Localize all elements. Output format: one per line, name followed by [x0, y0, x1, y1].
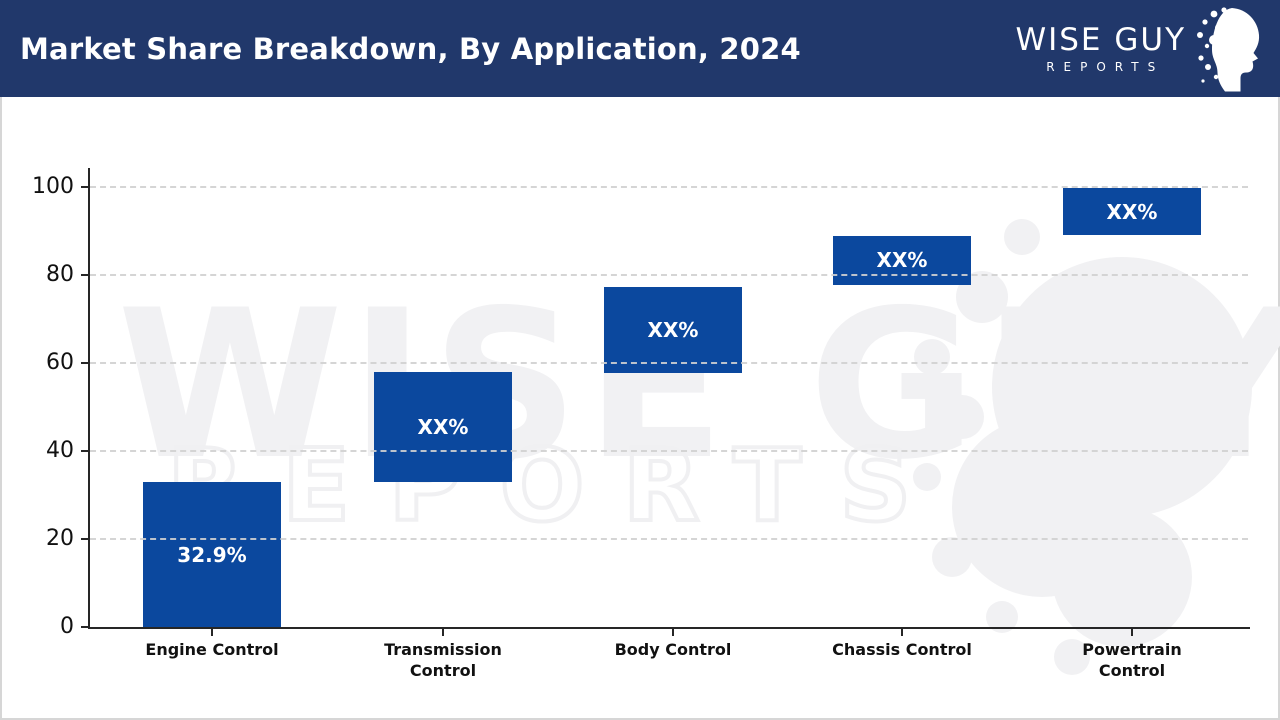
gridline-80: [90, 274, 1248, 276]
header: Market Share Breakdown, By Application, …: [0, 0, 1280, 97]
x-category-label: Engine Control: [145, 640, 279, 659]
bar-value-label: 32.9%: [177, 542, 247, 567]
y-tick-label: 0: [60, 614, 74, 639]
x-category-label: Body Control: [614, 640, 732, 659]
bar-value-label: XX%: [417, 414, 469, 439]
y-tick-label: 100: [32, 174, 74, 199]
bar-chassis-control: XX%: [833, 235, 971, 286]
y-tick-mark: [81, 274, 90, 276]
y-tick-mark: [81, 538, 90, 540]
x-tick-mark: [672, 627, 674, 636]
x-tick-mark: [901, 627, 903, 636]
x-category-label: Transmission Control: [384, 640, 502, 680]
bar-value-label: XX%: [1106, 199, 1158, 224]
x-category-label: Powertrain Control: [1082, 640, 1182, 680]
gridline-40: [90, 450, 1248, 452]
bar-engine-control: 32.9%: [143, 482, 281, 627]
y-tick-mark: [81, 626, 90, 628]
x-tick-mark: [211, 627, 213, 636]
logo-wordmark: WISE GUY: [1015, 21, 1186, 58]
x-tick-mark: [442, 627, 444, 636]
y-tick-label: 80: [46, 262, 74, 287]
logo-subtitle: REPORTS: [1046, 59, 1165, 74]
x-axis-spine: [88, 627, 1250, 629]
y-tick-mark: [81, 450, 90, 452]
gridline-60: [90, 362, 1248, 364]
y-tick-mark: [81, 362, 90, 364]
page-title: Market Share Breakdown, By Application, …: [20, 31, 801, 66]
chart-area: WISE GUY REPORTS 0 20 40 60 80 100 32.9% Engine…: [0, 97, 1280, 720]
wise-guy-logo: WISE GUY REPORTS: [1015, 5, 1266, 93]
logo-head-icon: [1197, 6, 1260, 91]
y-tick-label: 60: [46, 350, 74, 375]
gridline-20: [90, 538, 1248, 540]
y-tick-label: 20: [46, 526, 74, 551]
gridline-100: [90, 186, 1248, 188]
y-axis-spine: [88, 168, 90, 629]
bar-body-control: XX%: [604, 286, 742, 374]
waterfall-chart: 0 20 40 60 80 100 32.9% Engine Control XX% Transm…: [2, 97, 1280, 720]
y-tick-mark: [81, 186, 90, 188]
bar-transmission-control: XX%: [374, 371, 512, 482]
bar-value-label: XX%: [876, 248, 928, 273]
x-category-label: Chassis Control: [832, 640, 972, 659]
bar-powertrain-control: XX%: [1063, 187, 1201, 236]
bar-value-label: XX%: [647, 317, 699, 342]
logo-text: WISE GUY REPORTS: [1015, 21, 1186, 74]
y-tick-label: 40: [46, 438, 74, 463]
